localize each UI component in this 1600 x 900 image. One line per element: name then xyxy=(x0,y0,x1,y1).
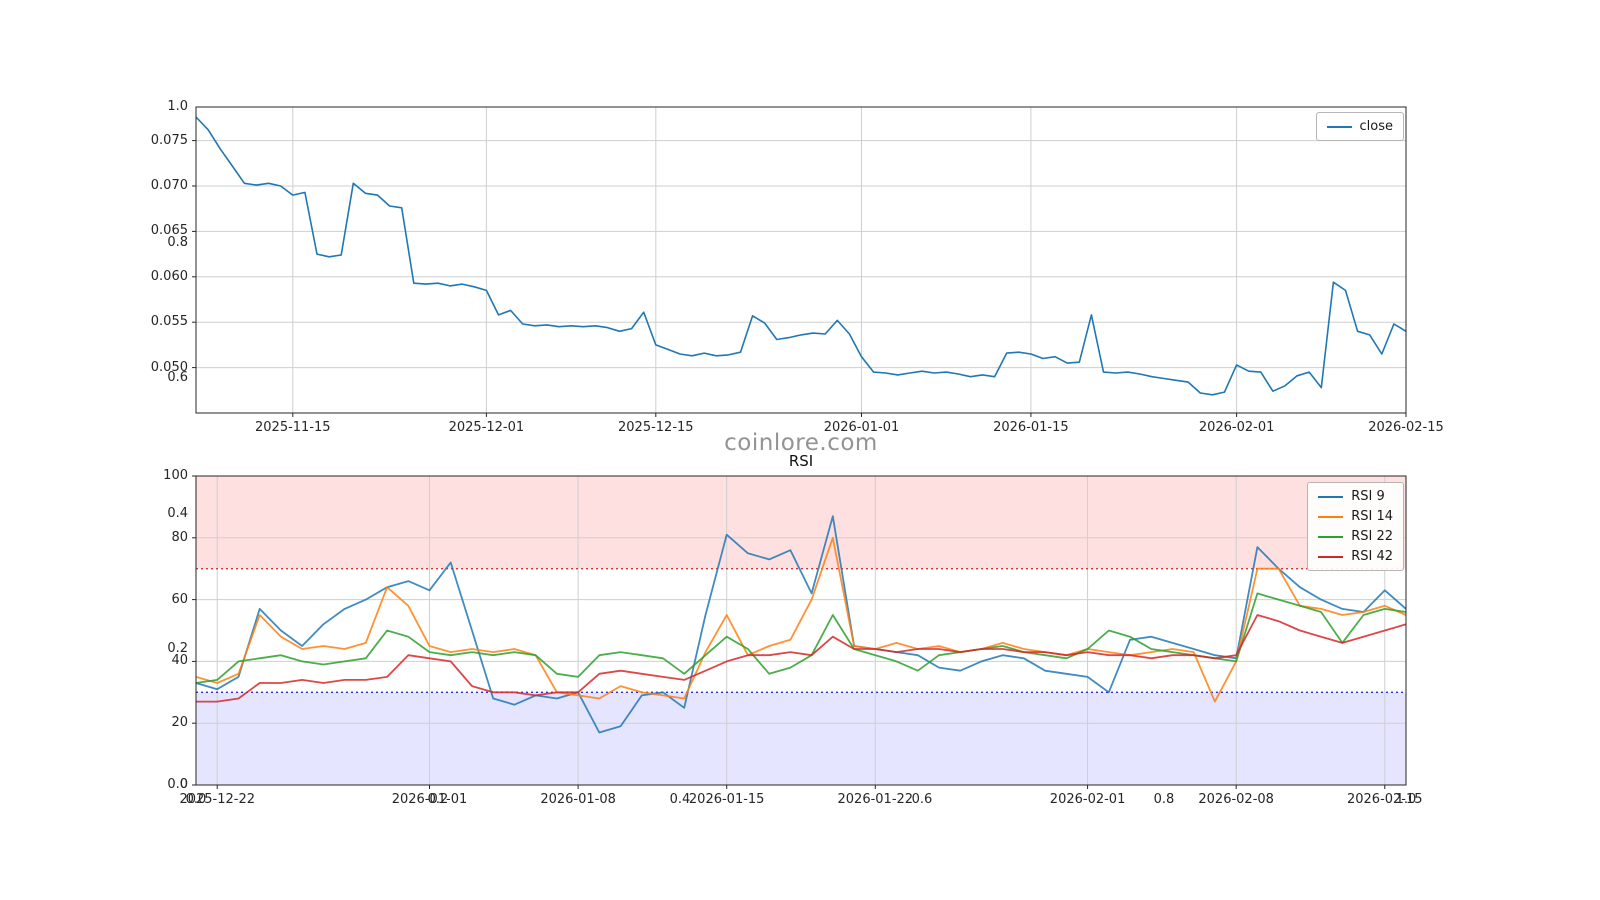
x-tick-label: 2025-12-15 xyxy=(618,420,694,435)
rsi-9-line-sample xyxy=(1318,495,1344,498)
x-tick-label: 2026-01-15 xyxy=(993,420,1069,435)
legend-item-rsi-9: RSI 9 xyxy=(1318,489,1393,504)
y-tick-label: 20 xyxy=(171,715,188,731)
legend-label-close: close xyxy=(1359,119,1393,134)
rsi-chart-title: RSI xyxy=(788,452,814,470)
legend-item-rsi-42: RSI 42 xyxy=(1318,549,1393,564)
legend-label-rsi-22: RSI 22 xyxy=(1351,529,1393,544)
shaded-band xyxy=(196,692,1406,785)
ghost-x-label: 0.2 xyxy=(427,792,449,807)
x-tick-label: 2026-01-15 xyxy=(688,792,765,807)
shaded-band xyxy=(196,476,1406,569)
x-tick-label: 2026-02-15 xyxy=(1368,420,1444,435)
axes-frame xyxy=(195,106,1407,414)
x-tick-label: 2025-12-01 xyxy=(448,420,525,435)
rsi-22-line xyxy=(195,592,1407,684)
x-tick-label: 2026-02-08 xyxy=(1198,792,1274,807)
rsi-9-line xyxy=(195,515,1407,734)
rsi-legend: RSI 9 RSI 14 RSI 22 RSI 42 xyxy=(1307,482,1404,571)
x-tick-label: 2026-02-01 xyxy=(1049,792,1126,807)
y-tick-label: 0.050 xyxy=(150,359,188,375)
x-tick-label: 2026-02-15 xyxy=(1346,792,1423,807)
legend-item-rsi-14: RSI 14 xyxy=(1318,509,1393,524)
rsi-42-line-sample xyxy=(1318,555,1344,558)
x-tick-label: 2026-01-08 xyxy=(540,792,616,807)
ghost-x-label: 0.6 xyxy=(911,792,933,807)
rsi-14-line xyxy=(195,536,1407,703)
y-tick-label: 100 xyxy=(163,468,188,483)
rsi-22-line-sample xyxy=(1318,535,1344,538)
rsi-42-line xyxy=(196,614,1407,703)
y-tick-label: 0.065 xyxy=(150,223,188,239)
close-line xyxy=(195,116,1407,396)
ghost-y-label: 0.4 xyxy=(167,505,188,521)
x-tick-label: 2026-01-01 xyxy=(391,792,468,807)
legend-item-close: close xyxy=(1326,119,1393,134)
ghost-x-label: 1.0 xyxy=(1395,792,1417,807)
price-legend: close xyxy=(1315,112,1404,141)
ghost-y-label: 0.2 xyxy=(167,641,188,657)
x-tick-label: 2025-11-15 xyxy=(255,420,331,435)
watermark: coinlore.com xyxy=(724,430,878,456)
legend-label-rsi-42: RSI 42 xyxy=(1351,549,1393,564)
ghost-x-label: 0.4 xyxy=(669,792,691,807)
x-tick-label: 2025-12-22 xyxy=(179,792,255,807)
y-tick-label: 0.055 xyxy=(150,314,188,330)
x-tick-label: 2026-02-01 xyxy=(1198,420,1275,435)
y-tick-label: 0 xyxy=(179,777,188,792)
ghost-y-label: 0.8 xyxy=(167,234,188,250)
y-tick-label: 60 xyxy=(171,591,188,607)
y-tick-label: 40 xyxy=(171,653,188,669)
close-line-sample xyxy=(1326,125,1352,128)
y-tick-label: 0.060 xyxy=(150,268,188,284)
legend-item-rsi-22: RSI 22 xyxy=(1318,529,1393,544)
rsi-14-line-sample xyxy=(1318,515,1344,518)
ghost-y-label: 0.6 xyxy=(167,370,188,386)
ghost-y-label: 0.0 xyxy=(167,777,188,792)
y-tick-label: 0.070 xyxy=(150,177,188,193)
ghost-x-label: 0.0 xyxy=(185,792,207,807)
x-tick-label: 2026-01-22 xyxy=(837,792,914,807)
y-tick-label: 0.075 xyxy=(150,132,188,148)
x-tick-label: 2026-01-01 xyxy=(823,420,900,435)
ghost-x-label: 0.8 xyxy=(1153,792,1175,807)
axes-frame xyxy=(195,475,1407,786)
legend-label-rsi-9: RSI 9 xyxy=(1351,489,1385,504)
ghost-y-label: 1.0 xyxy=(167,99,188,114)
legend-label-rsi-14: RSI 14 xyxy=(1351,509,1393,524)
y-tick-label: 80 xyxy=(171,529,188,545)
